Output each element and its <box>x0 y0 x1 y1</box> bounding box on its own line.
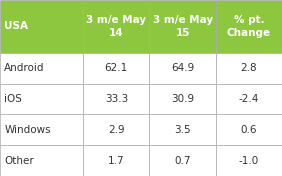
Text: 0.6: 0.6 <box>241 125 257 135</box>
Bar <box>149 53 216 84</box>
Bar <box>149 114 216 145</box>
Bar <box>216 0 282 53</box>
Text: Android: Android <box>4 63 45 73</box>
Bar <box>83 114 149 145</box>
Text: iOS: iOS <box>4 94 22 104</box>
Bar <box>0 114 83 145</box>
Text: 64.9: 64.9 <box>171 63 194 73</box>
Bar <box>149 0 216 53</box>
Text: 2.8: 2.8 <box>241 63 257 73</box>
Bar <box>216 84 282 114</box>
Text: % pt.
Change: % pt. Change <box>227 15 271 38</box>
Text: 1.7: 1.7 <box>108 156 125 166</box>
Text: Other: Other <box>4 156 34 166</box>
Text: USA: USA <box>4 21 28 31</box>
Bar <box>0 145 83 176</box>
Text: 30.9: 30.9 <box>171 94 194 104</box>
Text: -1.0: -1.0 <box>239 156 259 166</box>
Text: 3 m/e May
14: 3 m/e May 14 <box>86 15 146 38</box>
Bar <box>216 145 282 176</box>
Text: 62.1: 62.1 <box>105 63 128 73</box>
Text: Windows: Windows <box>4 125 51 135</box>
Bar <box>149 145 216 176</box>
Bar <box>216 53 282 84</box>
Bar <box>83 53 149 84</box>
Text: 0.7: 0.7 <box>174 156 191 166</box>
Text: -2.4: -2.4 <box>239 94 259 104</box>
Bar <box>0 53 83 84</box>
Text: 3.5: 3.5 <box>174 125 191 135</box>
Bar <box>149 84 216 114</box>
Bar <box>83 145 149 176</box>
Text: 3 m/e May
15: 3 m/e May 15 <box>153 15 213 38</box>
Bar <box>0 84 83 114</box>
Bar <box>83 84 149 114</box>
Text: 33.3: 33.3 <box>105 94 128 104</box>
Bar <box>0 0 83 53</box>
Text: 2.9: 2.9 <box>108 125 125 135</box>
Bar <box>83 0 149 53</box>
Bar <box>216 114 282 145</box>
